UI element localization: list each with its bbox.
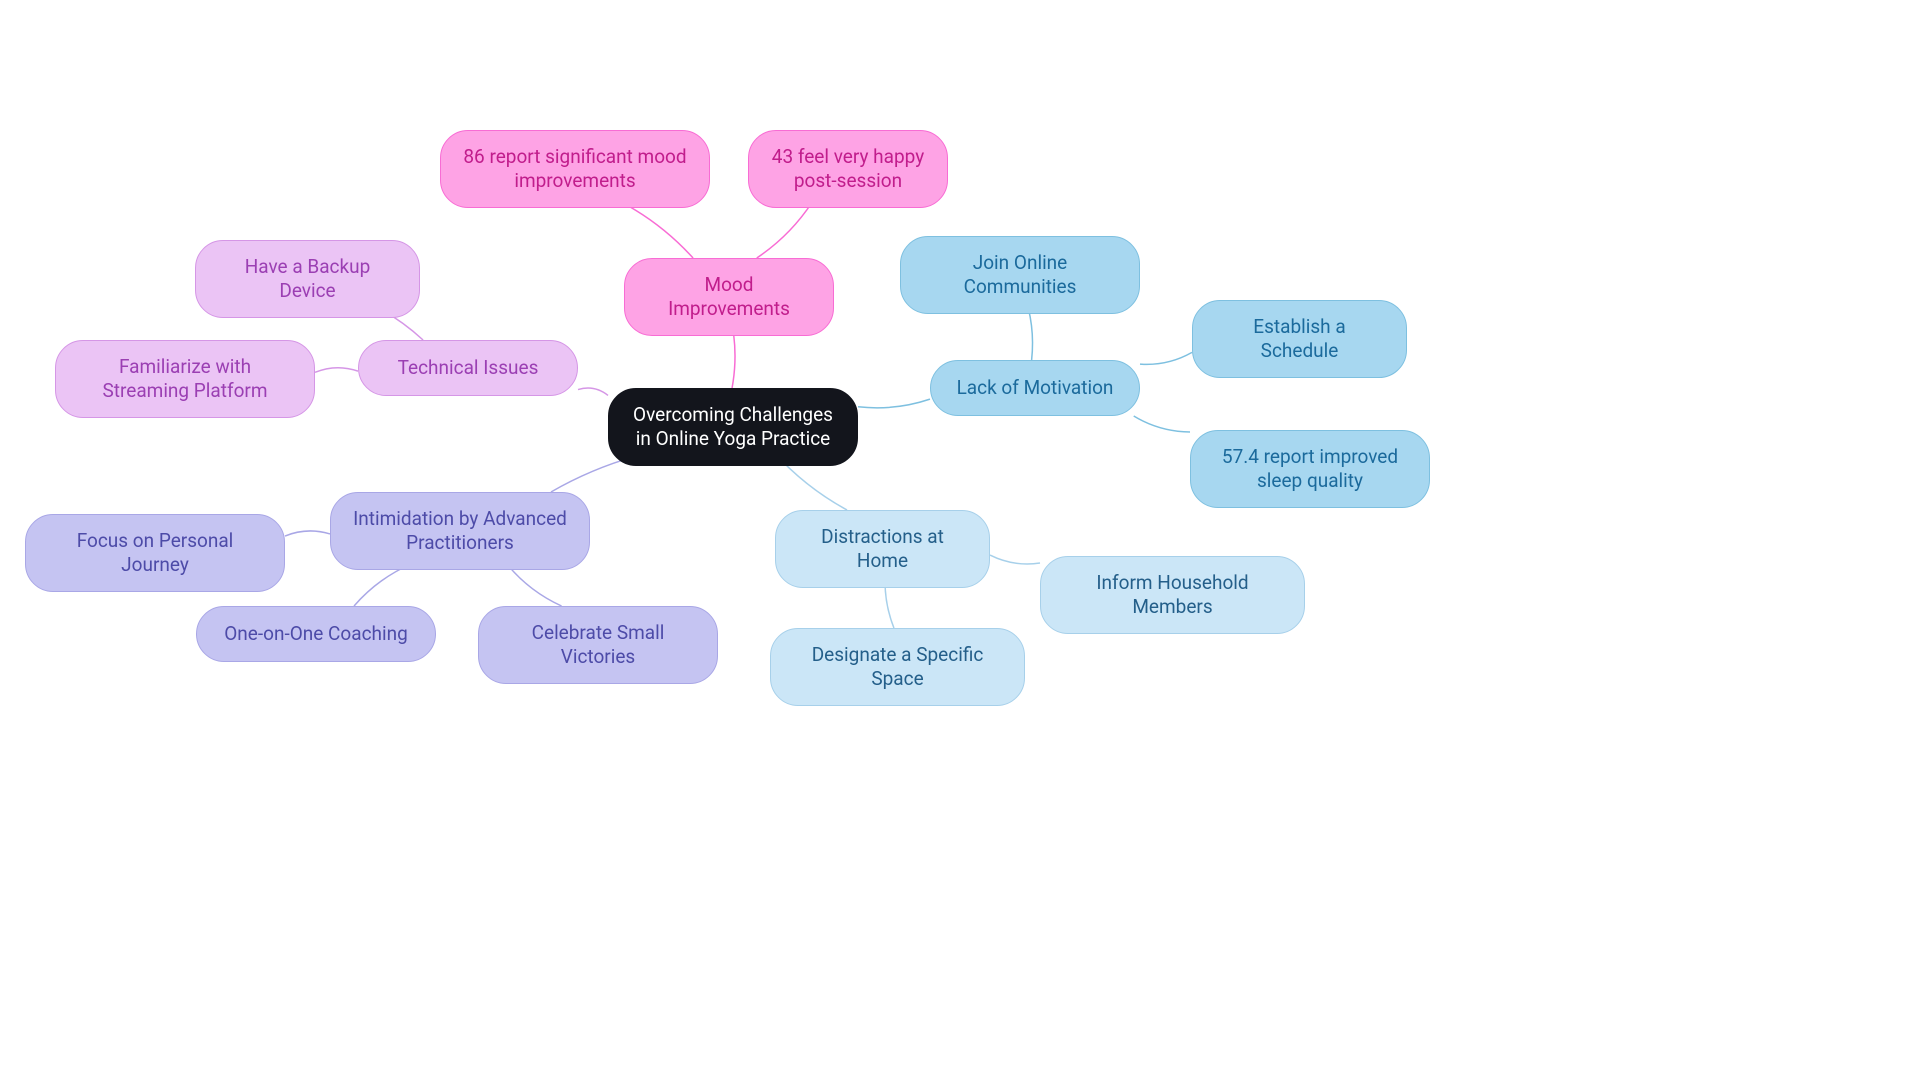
center-node: Overcoming Challenges in Online Yoga Pra… [608,388,858,466]
node-mood: Mood Improvements [624,258,834,336]
node-dist-space: Designate a Specific Space [770,628,1025,706]
node-intim-focus: Focus on Personal Journey [25,514,285,592]
edge-mood-86 [621,202,693,258]
edge-intim-focus [285,531,330,536]
edge-motiv [858,399,930,408]
edge-tech [578,388,608,395]
node-motiv-comm: Join Online Communities [900,236,1140,314]
node-tech-stream: Familiarize with Streaming Platform [55,340,315,418]
node-dist: Distractions at Home [775,510,990,588]
node-mood-86: 86 report significant mood improvements [440,130,710,208]
node-tech: Technical Issues [358,340,578,396]
edge-mood-43 [757,202,813,258]
node-dist-inform: Inform Household Members [1040,556,1305,634]
edge-motiv-sleep [1134,416,1190,432]
node-intim: Intimidation by Advanced Practitioners [330,492,590,570]
node-intim-coach: One-on-One Coaching [196,606,436,662]
node-motiv: Lack of Motivation [930,360,1140,416]
edge-intim-celeb [507,564,562,606]
node-intim-celeb: Celebrate Small Victories [478,606,718,684]
node-motiv-sched: Establish a Schedule [1192,300,1407,378]
edge-dist-inform [990,555,1040,564]
edge-tech-stream [315,368,358,373]
node-tech-backup: Have a Backup Device [195,240,420,318]
edge-intim-coach [354,564,411,606]
edge-motiv-sched [1140,352,1192,364]
node-motiv-sleep: 57.4 report improved sleep quality [1190,430,1430,508]
node-mood-43: 43 feel very happy post-session [748,130,948,208]
